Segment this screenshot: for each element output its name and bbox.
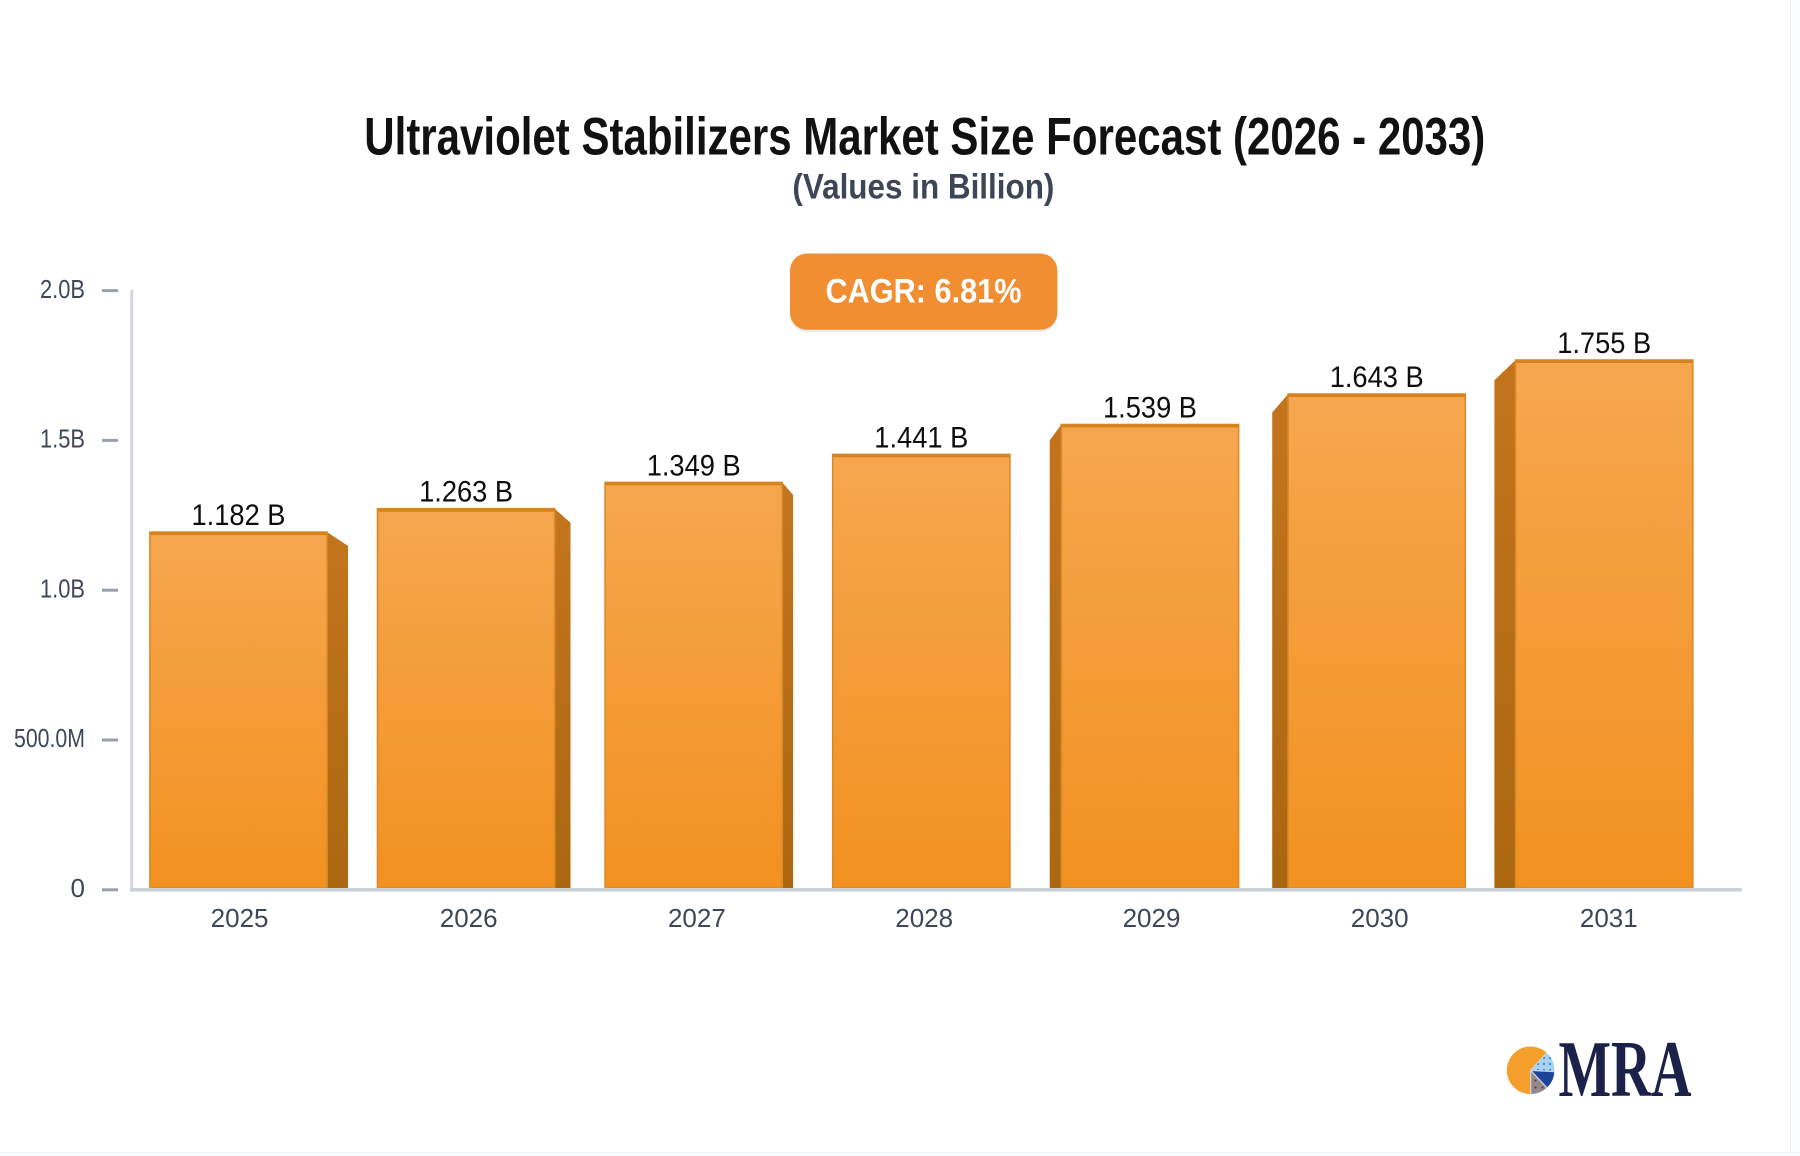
svg-text:1.182 B: 1.182 B xyxy=(192,499,286,532)
svg-text:2026: 2026 xyxy=(440,903,498,933)
svg-text:MRA: MRA xyxy=(1559,1026,1692,1114)
svg-text:CAGR: 6.81%: CAGR: 6.81% xyxy=(826,273,1022,311)
svg-text:1.643 B: 1.643 B xyxy=(1330,361,1424,394)
svg-text:2027: 2027 xyxy=(668,903,726,933)
svg-text:2031: 2031 xyxy=(1580,903,1638,933)
svg-text:2.0B: 2.0B xyxy=(40,274,85,304)
svg-text:1.5B: 1.5B xyxy=(40,424,85,454)
svg-text:2025: 2025 xyxy=(211,903,269,933)
svg-text:2029: 2029 xyxy=(1123,903,1181,933)
svg-text:1.0B: 1.0B xyxy=(40,573,85,603)
svg-text:1.349 B: 1.349 B xyxy=(647,449,741,482)
svg-text:1.755 B: 1.755 B xyxy=(1557,327,1651,360)
svg-text:1.539 B: 1.539 B xyxy=(1103,392,1197,425)
svg-text:2028: 2028 xyxy=(895,903,953,933)
svg-text:1.263 B: 1.263 B xyxy=(419,476,513,509)
svg-text:0: 0 xyxy=(71,873,85,903)
svg-text:500.0M: 500.0M xyxy=(14,723,85,753)
svg-text:Ultraviolet Stabilizers Market: Ultraviolet Stabilizers Market Size Fore… xyxy=(364,108,1485,167)
svg-text:2030: 2030 xyxy=(1351,903,1409,933)
svg-text:(Values in Billion): (Values in Billion) xyxy=(792,167,1054,206)
svg-text:1.441 B: 1.441 B xyxy=(874,421,968,454)
